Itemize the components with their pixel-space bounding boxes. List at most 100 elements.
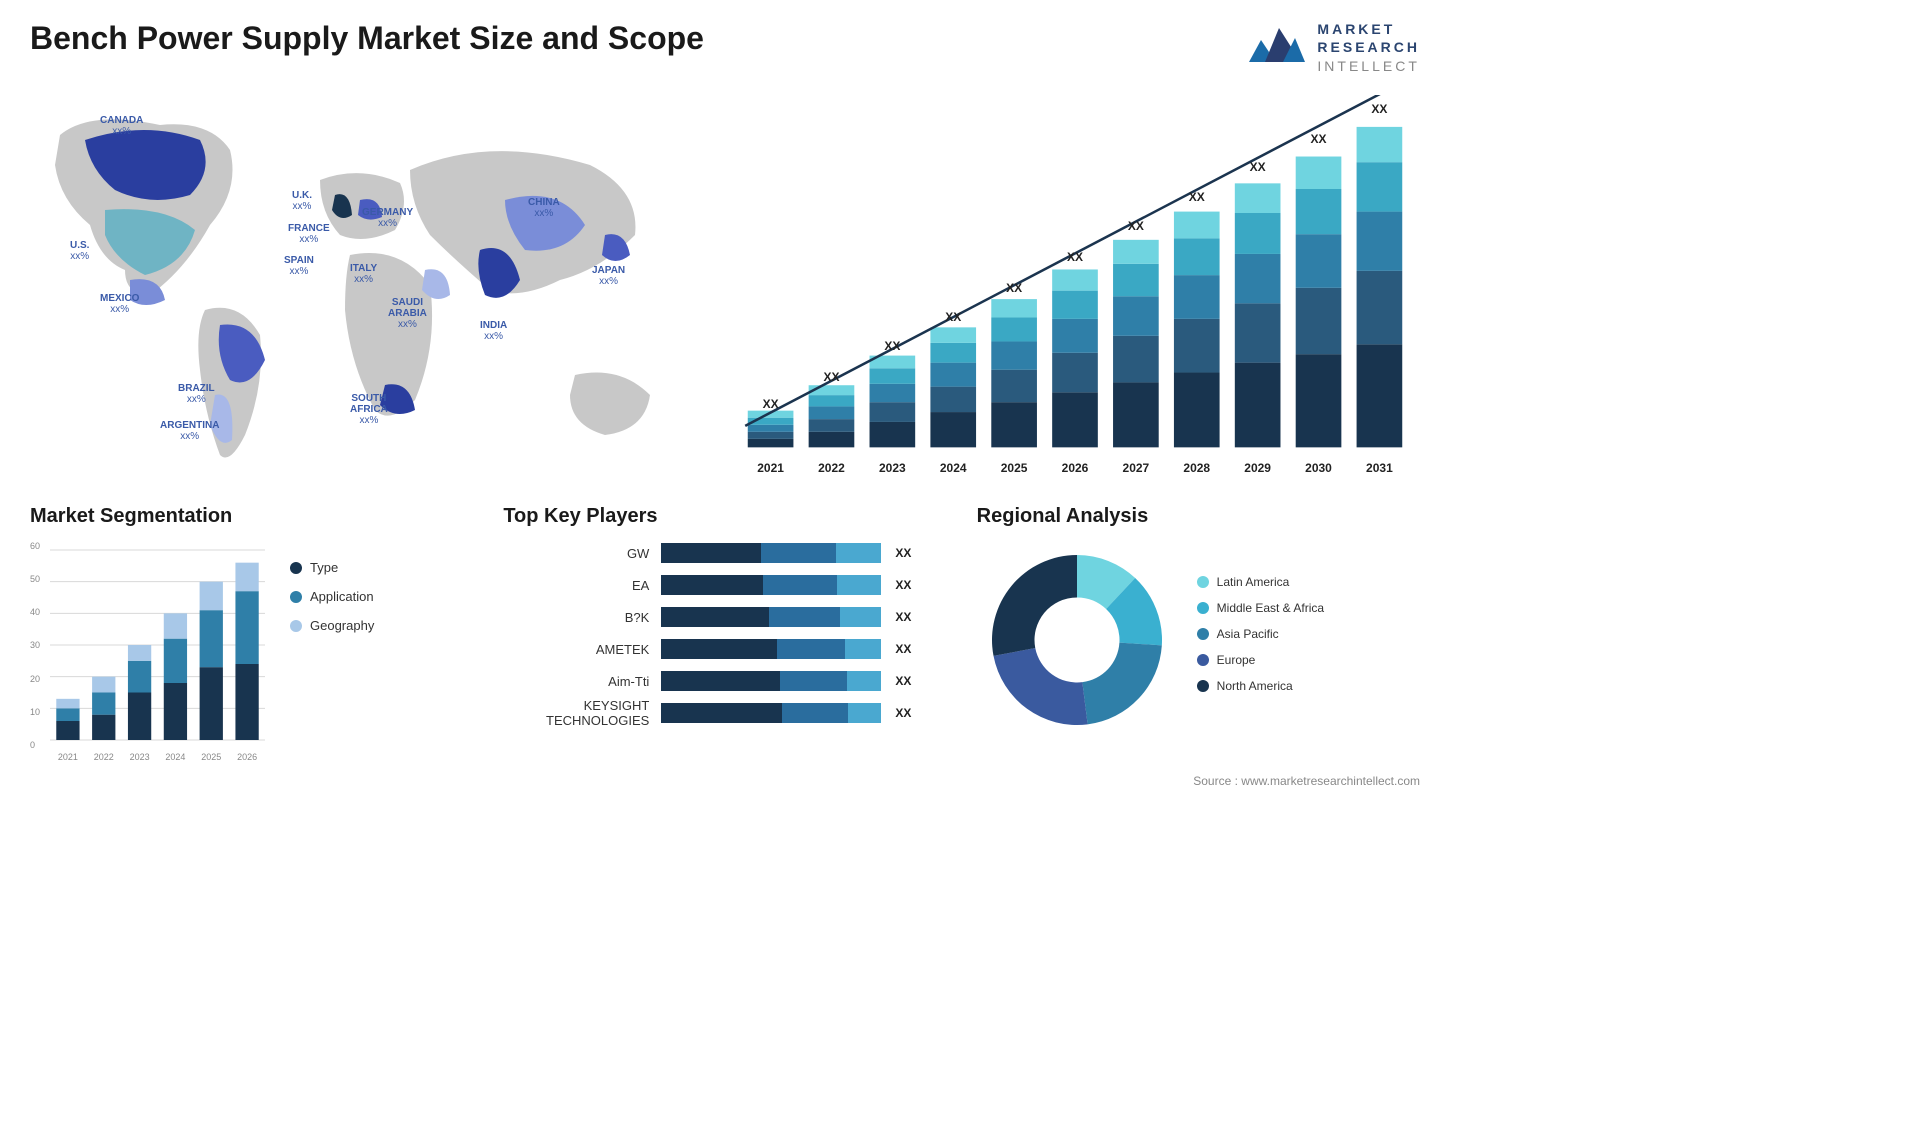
- segmentation-title: Market Segmentation: [30, 505, 473, 528]
- growth-year-label: 2029: [1244, 461, 1271, 475]
- growth-year-label: 2025: [1001, 461, 1028, 475]
- seg-legend-item: Geography: [290, 618, 473, 633]
- player-name: EA: [503, 578, 653, 593]
- player-name: KEYSIGHT TECHNOLOGIES: [503, 698, 653, 728]
- player-row: AMETEK XX: [503, 636, 946, 662]
- player-row: Aim-Tti XX: [503, 668, 946, 694]
- seg-legend-item: Type: [290, 560, 473, 575]
- map-country-label: SOUTHAFRICAxx%: [350, 393, 388, 426]
- logo-peaks-icon: [1247, 20, 1307, 75]
- seg-year-label: 2021: [58, 752, 78, 762]
- seg-y-tick: 60: [30, 541, 40, 551]
- seg-year-label: 2025: [201, 752, 221, 762]
- player-value: XX: [889, 578, 911, 592]
- player-bar: [661, 703, 881, 723]
- seg-y-tick: 50: [30, 574, 40, 584]
- growth-chart-panel: 2021 2022 2023 2024 2025 2026 2027 2028 2029 2030…: [730, 95, 1420, 475]
- map-country-label: CANADAxx%: [100, 115, 143, 137]
- player-value: XX: [889, 546, 911, 560]
- growth-year-label: 2021: [757, 461, 784, 475]
- player-value: XX: [889, 706, 911, 720]
- player-value: XX: [889, 674, 911, 688]
- growth-value-label: XX: [823, 370, 839, 384]
- growth-year-label: 2022: [818, 461, 845, 475]
- region-legend-item: Asia Pacific: [1197, 627, 1420, 641]
- player-row: EA XX: [503, 572, 946, 598]
- player-row: KEYSIGHT TECHNOLOGIES XX: [503, 700, 946, 726]
- growth-value-label: XX: [1128, 219, 1144, 233]
- seg-year-label: 2023: [130, 752, 150, 762]
- regional-title: Regional Analysis: [977, 505, 1420, 528]
- growth-value-label: XX: [945, 310, 961, 324]
- seg-y-tick: 20: [30, 674, 40, 684]
- map-country-label: FRANCExx%: [288, 223, 330, 245]
- regional-legend: Latin America Middle East & Africa Asia Pa…: [1197, 575, 1420, 705]
- map-country-label: U.K.xx%: [292, 190, 312, 212]
- player-bar: [661, 543, 881, 563]
- player-name: GW: [503, 546, 653, 561]
- growth-value-label: XX: [1311, 132, 1327, 146]
- segmentation-legend: Type Application Geography: [290, 540, 473, 760]
- key-players-panel: Top Key Players GWXXEAXXB?KXXAMETEKXXAim…: [503, 505, 946, 760]
- map-country-label: BRAZILxx%: [178, 383, 215, 405]
- growth-year-label: 2030: [1305, 461, 1332, 475]
- map-country-label: CHINAxx%: [528, 197, 560, 219]
- player-name: Aim-Tti: [503, 674, 653, 689]
- map-country-label: SPAINxx%: [284, 255, 314, 277]
- map-country-label: GERMANYxx%: [362, 207, 413, 229]
- growth-value-label: XX: [1189, 190, 1205, 204]
- map-country-label: ARGENTINAxx%: [160, 420, 219, 442]
- segmentation-panel: Market Segmentation 0 10 20 30 40 50 60 2021 20…: [30, 505, 473, 760]
- regional-donut-chart: [977, 540, 1177, 740]
- seg-y-tick: 10: [30, 707, 40, 717]
- growth-value-label: XX: [1067, 250, 1083, 264]
- map-country-label: U.S.xx%: [70, 240, 89, 262]
- growth-value-label: XX: [763, 397, 779, 411]
- map-country-label: ITALYxx%: [350, 263, 377, 285]
- source-attribution: Source : www.marketresearchintellect.com: [30, 774, 1420, 788]
- player-name: B?K: [503, 610, 653, 625]
- logo-text: MARKET RESEARCH INTELLECT: [1317, 20, 1420, 75]
- region-legend-item: Latin America: [1197, 575, 1420, 589]
- growth-value-label: XX: [1006, 281, 1022, 295]
- player-bar: [661, 639, 881, 659]
- seg-legend-item: Application: [290, 589, 473, 604]
- map-country-label: INDIAxx%: [480, 320, 507, 342]
- brand-logo: MARKET RESEARCH INTELLECT: [1247, 20, 1420, 75]
- page-title: Bench Power Supply Market Size and Scope: [30, 20, 704, 57]
- growth-bar-chart: [730, 95, 1420, 475]
- seg-y-tick: 0: [30, 740, 35, 750]
- growth-year-label: 2027: [1123, 461, 1150, 475]
- players-title: Top Key Players: [503, 505, 946, 528]
- regional-panel: Regional Analysis Latin America Middle Ea…: [977, 505, 1420, 760]
- growth-value-label: XX: [1250, 160, 1266, 174]
- region-legend-item: Europe: [1197, 653, 1420, 667]
- player-value: XX: [889, 610, 911, 624]
- player-bar: [661, 607, 881, 627]
- world-map-panel: CANADAxx% U.S.xx% MEXICOxx% BRAZILxx% ARGENT…: [30, 95, 690, 475]
- player-bar: [661, 671, 881, 691]
- growth-value-label: XX: [884, 339, 900, 353]
- map-country-label: SAUDIARABIAxx%: [388, 297, 427, 330]
- player-bar: [661, 575, 881, 595]
- player-row: GW XX: [503, 540, 946, 566]
- growth-value-label: XX: [1371, 102, 1387, 116]
- seg-y-tick: 40: [30, 607, 40, 617]
- map-country-label: MEXICOxx%: [100, 293, 139, 315]
- seg-year-label: 2026: [237, 752, 257, 762]
- player-value: XX: [889, 642, 911, 656]
- seg-year-label: 2024: [165, 752, 185, 762]
- map-country-label: JAPANxx%: [592, 265, 625, 287]
- growth-year-label: 2024: [940, 461, 967, 475]
- growth-year-label: 2026: [1062, 461, 1089, 475]
- segmentation-chart: 0 10 20 30 40 50 60 2021 2022 2023 2024 2025 2026: [30, 540, 270, 760]
- player-name: AMETEK: [503, 642, 653, 657]
- player-row: B?K XX: [503, 604, 946, 630]
- region-legend-item: Middle East & Africa: [1197, 601, 1420, 615]
- growth-year-label: 2028: [1183, 461, 1210, 475]
- seg-year-label: 2022: [94, 752, 114, 762]
- growth-year-label: 2031: [1366, 461, 1393, 475]
- seg-y-tick: 30: [30, 640, 40, 650]
- growth-year-label: 2023: [879, 461, 906, 475]
- region-legend-item: North America: [1197, 679, 1420, 693]
